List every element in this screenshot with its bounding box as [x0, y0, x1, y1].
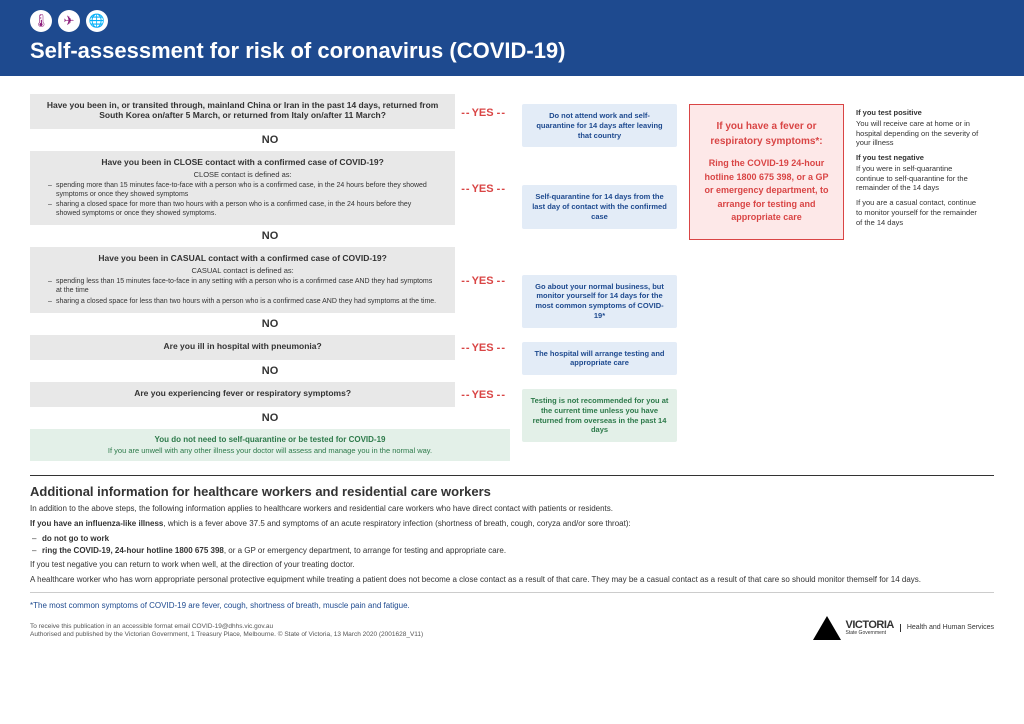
header-bar: 🌡 ✈ 🌐 Self-assessment for risk of corona… — [0, 0, 1024, 76]
yes-arrow-2: - -YES- - — [455, 183, 510, 195]
test-negative-title: If you test negative — [856, 153, 981, 163]
question-column: Have you been in, or transited through, … — [30, 94, 510, 461]
test-negative-text-2: If you are a casual contact, continue to… — [856, 198, 981, 227]
additional-p1: In addition to the above steps, the foll… — [30, 503, 994, 515]
red-column: If you have a fever or respiratory sympt… — [689, 94, 844, 461]
outcome-1: Do not attend work and self-quarantine f… — [522, 104, 677, 147]
bullet-2: ring the COVID-19, 24-hour hotline 1800 … — [42, 545, 994, 557]
victoria-logo: VICTORIA State Government — [813, 616, 893, 640]
additional-p4: A healthcare worker who has worn appropr… — [30, 574, 994, 586]
thermometer-icon: 🌡 — [30, 10, 52, 32]
test-positive-text: You will receive care at home or in hosp… — [856, 119, 981, 148]
no-label-2: NO — [30, 230, 510, 242]
question-2: Have you been in CLOSE contact with a co… — [30, 151, 455, 225]
bullet-1: do not go to work — [42, 533, 994, 545]
yes-arrow-1: - -YES- - — [455, 107, 510, 119]
flowchart: Have you been in, or transited through, … — [0, 76, 1024, 469]
no-label-5: NO — [30, 412, 510, 424]
yes-arrow-4: - -YES- - — [455, 342, 510, 354]
page-title: Self-assessment for risk of coronavirus … — [30, 38, 994, 64]
no-label-4: NO — [30, 365, 510, 377]
question-3: Have you been in CASUAL contact with a c… — [30, 247, 455, 312]
globe-icon: 🌐 — [86, 10, 108, 32]
outcome-5: Testing is not recommended for you at th… — [522, 389, 677, 442]
additional-info-section: Additional information for healthcare wo… — [0, 475, 1024, 610]
no-label-3: NO — [30, 318, 510, 330]
test-negative-text-1: If you were in self-quarantine continue … — [856, 164, 981, 193]
outcome-3: Go about your normal business, but monit… — [522, 275, 677, 328]
fever-alert-box: If you have a fever or respiratory sympt… — [689, 104, 844, 240]
test-result-column: If you test positive You will receive ca… — [856, 94, 981, 461]
final-outcome: You do not need to self-quarantine or be… — [30, 429, 510, 461]
outcome-2: Self-quarantine for 14 days from the las… — [522, 185, 677, 228]
footer-logos: VICTORIA State Government Health and Hum… — [813, 616, 994, 640]
outcome-4: The hospital will arrange testing and ap… — [522, 342, 677, 376]
outcome-column: Do not attend work and self-quarantine f… — [522, 94, 677, 461]
question-5: Are you experiencing fever or respirator… — [30, 382, 455, 407]
additional-title: Additional information for healthcare wo… — [30, 484, 994, 499]
additional-p3: If you test negative you can return to w… — [30, 559, 994, 571]
additional-p2: If you have an influenza-like illness, w… — [30, 518, 994, 530]
department-name: Health and Human Services — [900, 624, 994, 632]
test-positive-title: If you test positive — [856, 108, 981, 118]
no-label-1: NO — [30, 134, 510, 146]
question-4: Are you ill in hospital with pneumonia? — [30, 335, 455, 360]
question-1: Have you been in, or transited through, … — [30, 94, 455, 129]
header-icons: 🌡 ✈ 🌐 — [30, 10, 994, 32]
symptoms-note: *The most common symptoms of COVID-19 ar… — [30, 601, 994, 610]
footer: To receive this publication in an access… — [0, 610, 1024, 650]
yes-arrow-5: - -YES- - — [455, 389, 510, 401]
yes-arrow-3: - -YES- - — [455, 275, 510, 287]
plane-icon: ✈ — [58, 10, 80, 32]
footer-text: To receive this publication in an access… — [30, 623, 423, 640]
